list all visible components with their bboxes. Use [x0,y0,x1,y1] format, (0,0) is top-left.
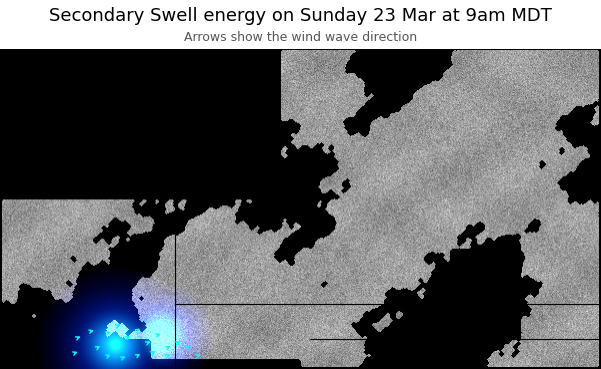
Text: Secondary Swell energy on Sunday 23 Mar at 9am MDT: Secondary Swell energy on Sunday 23 Mar … [49,7,552,25]
Text: Arrows show the wind wave direction: Arrows show the wind wave direction [184,31,417,45]
